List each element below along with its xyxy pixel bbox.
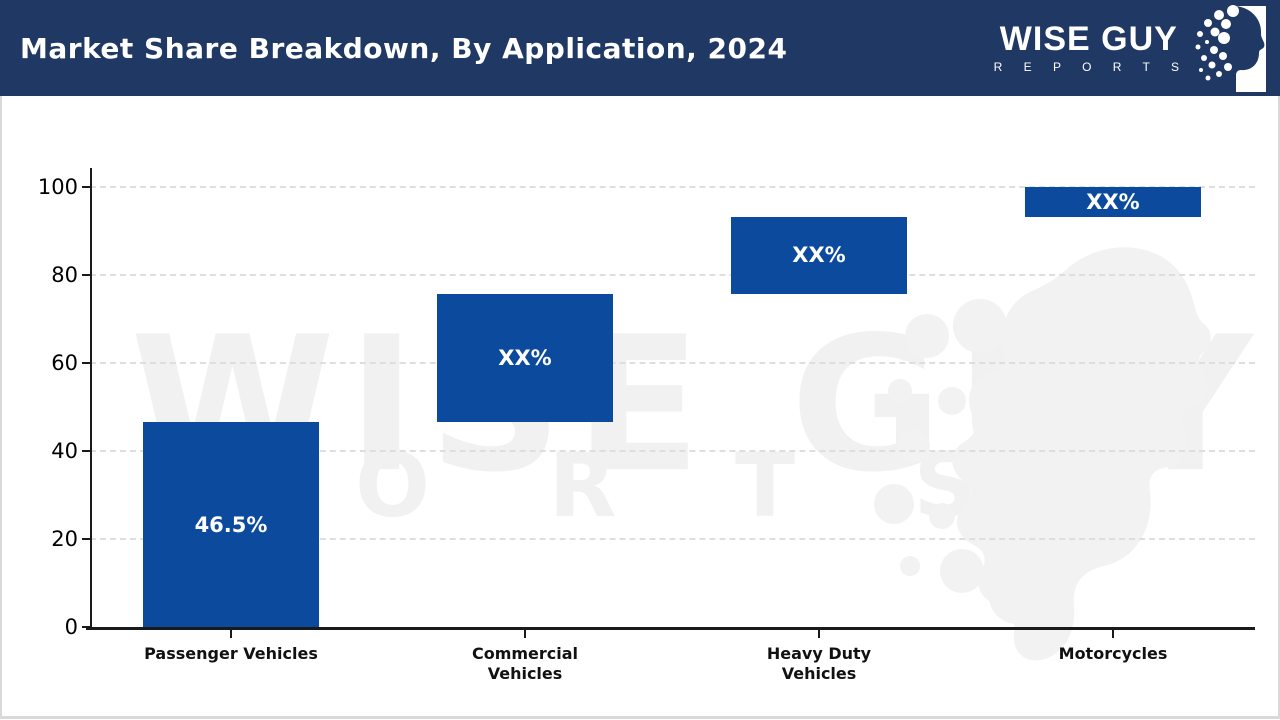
gridline-y40: [90, 450, 1255, 452]
header-banner: Market Share Breakdown, By Application, …: [0, 0, 1280, 96]
x-tick-label-2: Heavy Duty Vehicles: [766, 644, 872, 683]
y-tick-label-0: 0: [64, 615, 78, 639]
y-tick-label-40: 40: [51, 439, 78, 463]
y-tick-label-20: 20: [51, 527, 78, 551]
x-tickmark-0: [230, 630, 232, 638]
x-axis-line: [86, 627, 1255, 630]
y-tick-label-80: 80: [51, 263, 78, 287]
y-tickmark-0: [82, 626, 90, 628]
bar-passenger-vehicles: 46.5%: [143, 422, 319, 627]
y-axis-line: [90, 168, 92, 629]
gridline-y20: [90, 538, 1255, 540]
y-tick-label-100: 100: [37, 175, 78, 199]
x-tickmark-3: [1112, 630, 1114, 638]
x-tickmark-2: [818, 630, 820, 638]
bar-heavy-duty-vehicles: XX%: [731, 216, 907, 294]
y-tickmark-100: [82, 186, 90, 188]
brand-logo-wordmark: WISE GUY: [999, 20, 1178, 58]
y-tickmark-80: [82, 274, 90, 276]
x-tick-label-1: Commercial Vehicles: [471, 644, 579, 683]
bar-value-label: XX%: [792, 243, 846, 268]
gridline-y100: [90, 186, 1255, 188]
watermark-head-icon: [874, 247, 1211, 661]
brand-logo-text: WISE GUY R E P O R T S: [990, 22, 1188, 74]
x-tickmark-1: [524, 630, 526, 638]
y-tickmark-40: [82, 450, 90, 452]
bar-motorcycles: XX%: [1025, 187, 1201, 217]
chart-canvas: WISE GUY P O R T S 0 20 40 60 80 100 46.5% XX% X…: [0, 96, 1280, 719]
brand-logo: WISE GUY R E P O R T S: [990, 4, 1268, 92]
x-tick-label-0: Passenger Vehicles: [144, 644, 318, 663]
x-tick-label-3: Motorcycles: [1058, 644, 1168, 663]
page-title: Market Share Breakdown, By Application, …: [20, 31, 788, 65]
gridline-y60: [90, 362, 1255, 364]
bar-value-label: XX%: [498, 346, 552, 371]
brand-logo-subtext: R E P O R T S: [993, 60, 1188, 74]
y-tickmark-20: [82, 538, 90, 540]
bar-value-label: 46.5%: [194, 512, 268, 537]
bar-value-label: XX%: [1086, 189, 1140, 214]
logo-head-icon: [1195, 5, 1266, 92]
bar-commercial-vehicles: XX%: [437, 293, 613, 423]
gridline-y80: [90, 274, 1255, 276]
y-tickmark-60: [82, 362, 90, 364]
y-tick-label-60: 60: [51, 351, 78, 375]
